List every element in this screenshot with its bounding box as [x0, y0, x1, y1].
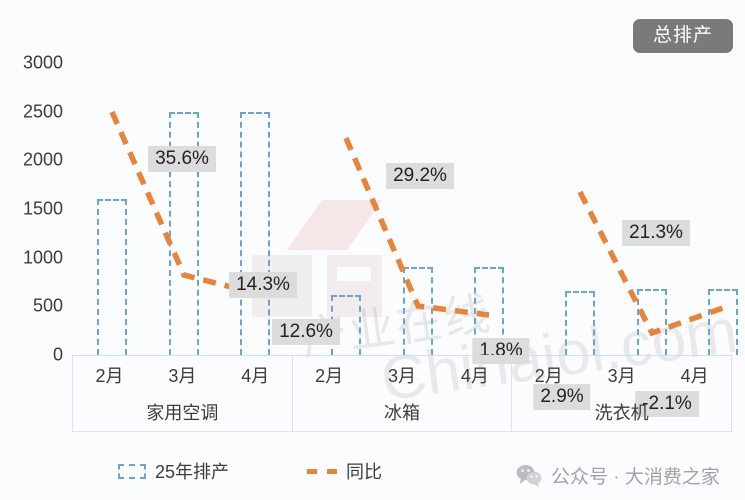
y-axis-tick-0: 0: [52, 344, 63, 365]
x-axis-tick-month: 4月: [680, 365, 709, 386]
category-group-label: 洗衣机: [594, 403, 649, 424]
y-axis-tick-2500: 2500: [22, 101, 63, 122]
dashed-bar-swatch: [117, 463, 146, 479]
legend-label: 同比: [346, 462, 383, 482]
y-axis-tick-3000: 3000: [22, 52, 63, 73]
account-name: 公众号 · 大消费之家: [551, 467, 720, 488]
bar-fridge-mar: [403, 267, 433, 355]
data-label-ac-feb: 35.6%: [148, 146, 216, 172]
x-axis-line: [72, 355, 732, 356]
bar-washer-feb: [565, 290, 595, 355]
wechat-icon: [516, 465, 542, 487]
category-group: 2月 3月 4月冰箱: [292, 356, 513, 432]
data-label-ac-mar: 14.3%: [229, 272, 297, 298]
bar-ac-mar: [169, 111, 199, 355]
x-axis-tick-month: 2月: [95, 365, 124, 386]
y-axis-tick-500: 500: [32, 295, 63, 316]
x-axis-tick-month: 3月: [388, 365, 417, 386]
data-label-washer-mar: -2.1%: [635, 391, 699, 417]
data-label-washer-feb: 21.3%: [622, 220, 690, 246]
y-axis-tick-1000: 1000: [22, 247, 63, 268]
category-group-label: 冰箱: [384, 403, 420, 424]
data-label-ac-apr: 12.6%: [272, 319, 340, 345]
bar-ac-feb: [97, 199, 127, 355]
x-axis-tick-month: 2月: [315, 365, 344, 386]
line-segment-fridge: [343, 136, 490, 318]
yoy-line-series: [109, 110, 724, 337]
x-axis-tick-month: 3月: [168, 365, 197, 386]
bar-ac-apr: [240, 111, 270, 355]
y-axis-tick-2000: 2000: [22, 149, 63, 170]
data-label-fridge-feb: 29.2%: [386, 163, 454, 189]
x-axis-tick-month: 4月: [460, 365, 489, 386]
line-segment-washer: [577, 190, 724, 337]
bar-washer-apr: [708, 288, 738, 355]
category-group: 2月 3月 4月家用空调: [72, 356, 293, 432]
plot-area: 3000 2500 2000 1500 1000 500 0 35.6% 14.3% 12.6% 2…: [23, 53, 738, 417]
y-axis-tick-1500: 1500: [22, 198, 63, 219]
category-group: 2月 3月 4月洗衣机: [512, 356, 733, 432]
dashed-line-swatch: [307, 468, 338, 474]
legend-item-bar[interactable]: 25年排产: [117, 458, 230, 484]
category-group-label: 家用空调: [146, 403, 219, 424]
account-footer: 公众号 · 大消费之家: [516, 462, 720, 489]
legend-label: 25年排产: [154, 462, 230, 482]
bar-washer-mar: [637, 288, 667, 355]
x-axis-tick-month: 3月: [607, 365, 636, 386]
chart-title-badge: 总排产: [632, 19, 733, 53]
legend-item-line[interactable]: 同比: [307, 458, 382, 484]
line-segment-ac: [109, 110, 256, 296]
x-axis-tick-month: 2月: [534, 365, 563, 386]
bar-fridge-apr: [474, 267, 504, 355]
category-axis: 2月 3月 4月家用空调 2月 3月 4月冰箱 2月 3月 4月洗衣机: [72, 356, 733, 432]
chart-legend: 25年排产 同比: [0, 458, 500, 484]
data-label-fridge-apr: 2.9%: [533, 384, 591, 410]
x-axis-tick-month: 4月: [241, 365, 270, 386]
